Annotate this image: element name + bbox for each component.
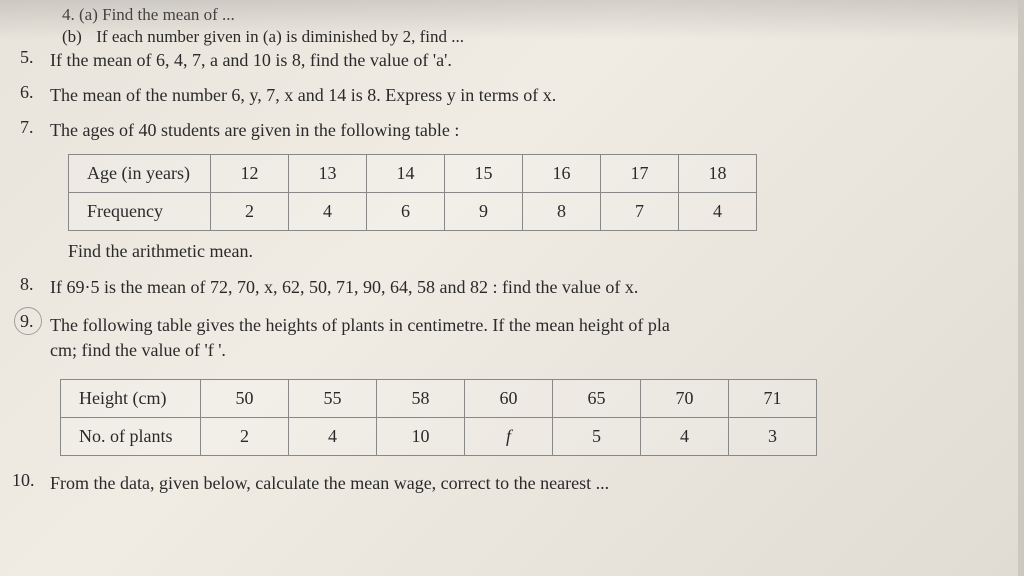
q9-text-line2: cm; find the value of 'f '. xyxy=(20,340,1004,361)
q8-number: 8. xyxy=(20,274,34,295)
height-header: Height (cm) xyxy=(61,379,201,417)
table-cell: 17 xyxy=(600,155,678,193)
table-cell: 7 xyxy=(600,193,678,231)
table-cell: 13 xyxy=(288,155,366,193)
question-5: 5. If the mean of 6, 4, 7, a and 10 is 8… xyxy=(20,47,1004,74)
age-frequency-table: Age (in years) 12 13 14 15 16 17 18 Freq… xyxy=(68,154,757,231)
q8-text: If 69·5 is the mean of 72, 70, x, 62, 50… xyxy=(20,274,1004,301)
q4-part-a: 4. (a) Find the mean of ... xyxy=(62,5,1004,25)
q9-number: 9. xyxy=(20,311,34,332)
table-row: Height (cm) 50 55 58 60 65 70 71 xyxy=(61,379,817,417)
table-cell: 6 xyxy=(366,193,444,231)
table-cell: 14 xyxy=(366,155,444,193)
table-cell: 4 xyxy=(641,417,729,455)
q6-text: The mean of the number 6, y, 7, x and 14… xyxy=(20,82,1004,109)
freq-header: Frequency xyxy=(69,193,211,231)
q9-text-line1: The following table gives the heights of… xyxy=(20,311,1004,340)
table-cell: 12 xyxy=(210,155,288,193)
question-10: 10. From the data, given below, calculat… xyxy=(20,470,1004,497)
table-cell: 3 xyxy=(729,417,817,455)
table-cell: 4 xyxy=(288,193,366,231)
table-row: No. of plants 2 4 10 f 5 4 3 xyxy=(61,417,817,455)
q6-number: 6. xyxy=(20,82,34,103)
q7-number: 7. xyxy=(20,117,34,138)
page-content: 4. (a) Find the mean of ... (b) If each … xyxy=(20,0,1004,497)
table-cell: 60 xyxy=(465,379,553,417)
table-cell: 8 xyxy=(522,193,600,231)
table-cell: 16 xyxy=(522,155,600,193)
table-cell: 9 xyxy=(444,193,522,231)
q5-text: If the mean of 6, 4, 7, a and 10 is 8, f… xyxy=(20,47,1004,74)
plants-header: No. of plants xyxy=(61,417,201,455)
q4b-label: (b) xyxy=(62,27,92,47)
table-cell: 55 xyxy=(289,379,377,417)
table-row: Age (in years) 12 13 14 15 16 17 18 xyxy=(69,155,757,193)
table-cell: 65 xyxy=(553,379,641,417)
table-cell: 10 xyxy=(377,417,465,455)
table-cell: 58 xyxy=(377,379,465,417)
table-cell: 71 xyxy=(729,379,817,417)
question-7: 7. The ages of 40 students are given in … xyxy=(20,117,1004,144)
table-cell: 18 xyxy=(678,155,756,193)
q10-text: From the data, given below, calculate th… xyxy=(20,470,1004,497)
table-cell: 15 xyxy=(444,155,522,193)
q7-text: The ages of 40 students are given in the… xyxy=(20,117,1004,144)
q4b-text: If each number given in (a) is diminishe… xyxy=(96,27,464,46)
table-cell-variable: f xyxy=(465,417,553,455)
age-header: Age (in years) xyxy=(69,155,211,193)
table-cell: 4 xyxy=(289,417,377,455)
q10-number: 10. xyxy=(12,470,35,491)
table-row: Frequency 2 4 6 9 8 7 4 xyxy=(69,193,757,231)
question-8: 8. If 69·5 is the mean of 72, 70, x, 62,… xyxy=(20,274,1004,301)
question-6: 6. The mean of the number 6, y, 7, x and… xyxy=(20,82,1004,109)
table-cell: 5 xyxy=(553,417,641,455)
q5-number: 5. xyxy=(20,47,34,68)
table-cell: 2 xyxy=(201,417,289,455)
table-cell: 4 xyxy=(678,193,756,231)
table-cell: 50 xyxy=(201,379,289,417)
q4-part-b: (b) If each number given in (a) is dimin… xyxy=(62,27,1004,47)
q7-instruction: Find the arithmetic mean. xyxy=(68,241,1004,262)
table-cell: 2 xyxy=(210,193,288,231)
question-9: 9. The following table gives the heights… xyxy=(20,311,1004,361)
height-plants-table: Height (cm) 50 55 58 60 65 70 71 No. of … xyxy=(60,379,817,456)
table-cell: 70 xyxy=(641,379,729,417)
